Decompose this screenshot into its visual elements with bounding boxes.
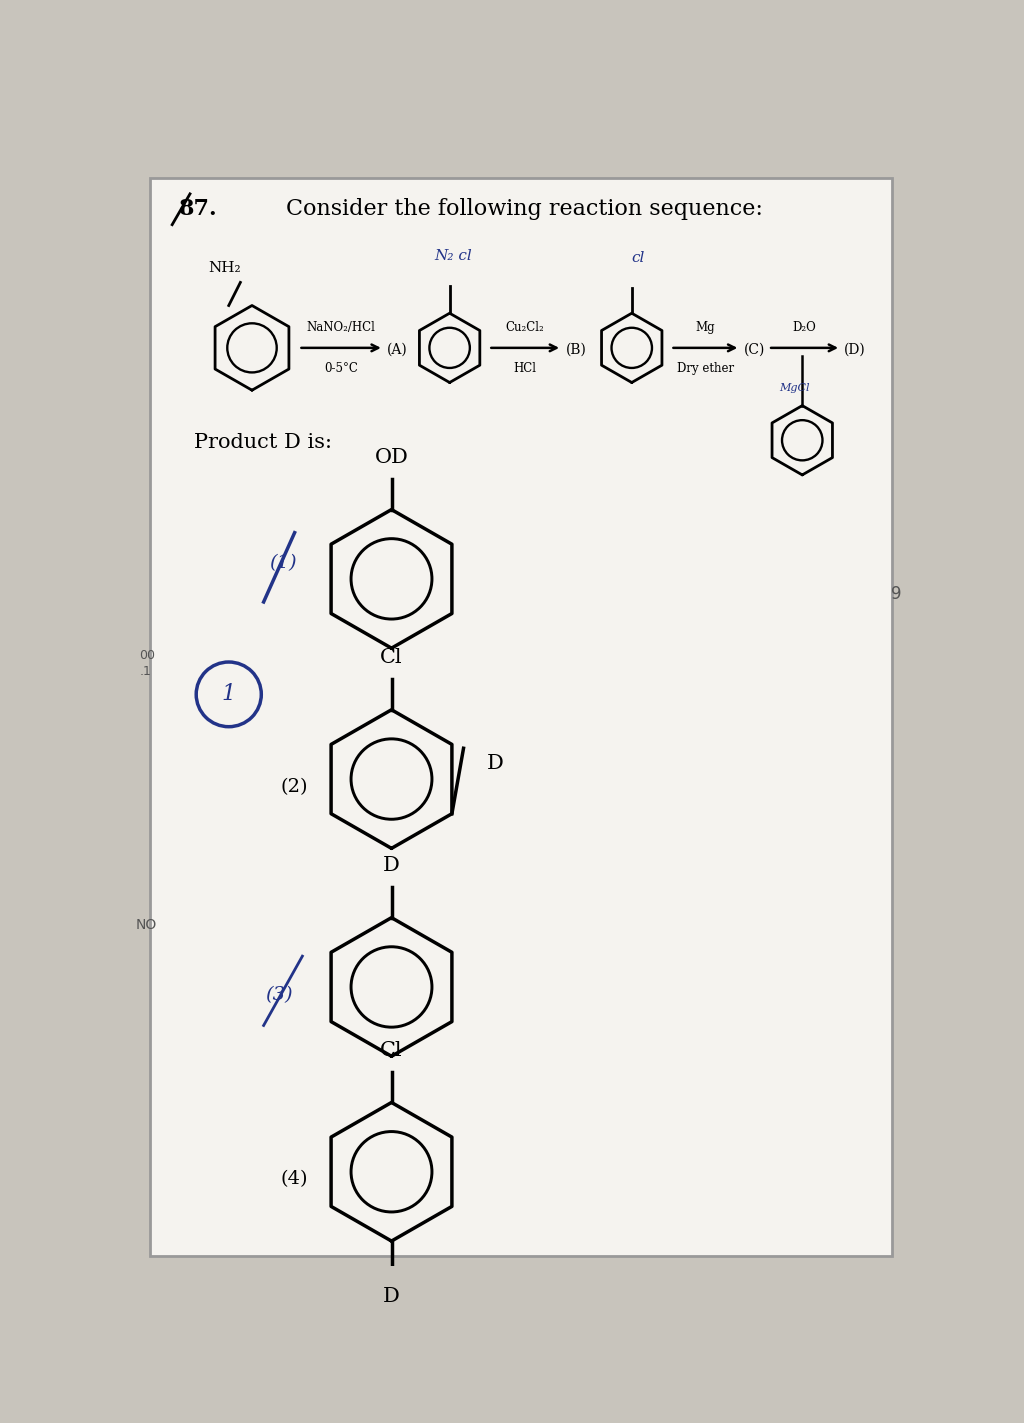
Text: (1): (1): [269, 555, 297, 572]
Text: N₂ cl: N₂ cl: [434, 249, 472, 263]
Text: (C): (C): [743, 343, 765, 357]
Text: cl: cl: [631, 250, 645, 265]
Text: 1: 1: [221, 683, 236, 706]
Text: (3): (3): [265, 986, 293, 1003]
Text: .1: .1: [139, 665, 152, 677]
Text: 87.: 87.: [178, 198, 217, 219]
Text: (B): (B): [565, 343, 587, 357]
Text: D: D: [383, 857, 400, 875]
Text: 9: 9: [891, 585, 901, 603]
Text: Cl: Cl: [380, 649, 402, 667]
Text: NH₂: NH₂: [209, 260, 242, 275]
Text: (4): (4): [281, 1171, 308, 1188]
Text: MgCl: MgCl: [779, 383, 810, 393]
Text: Cu₂Cl₂: Cu₂Cl₂: [506, 322, 545, 334]
Text: (2): (2): [281, 778, 308, 795]
Text: D: D: [383, 1288, 400, 1306]
Text: Dry ether: Dry ether: [677, 361, 734, 374]
Text: 0-5°C: 0-5°C: [325, 361, 358, 374]
Text: Consider the following reaction sequence:: Consider the following reaction sequence…: [287, 198, 763, 219]
Text: D: D: [486, 754, 504, 773]
Text: HCl: HCl: [514, 361, 537, 374]
Text: (D): (D): [844, 343, 866, 357]
Text: (A): (A): [387, 343, 409, 357]
Text: D₂O: D₂O: [793, 322, 816, 334]
FancyBboxPatch shape: [150, 178, 892, 1257]
Text: 00: 00: [139, 649, 156, 662]
Text: OD: OD: [375, 448, 409, 467]
Text: NO: NO: [136, 918, 157, 932]
Text: Product D is:: Product D is:: [194, 433, 332, 451]
Text: NaNO₂/HCl: NaNO₂/HCl: [306, 322, 376, 334]
Text: Mg: Mg: [695, 322, 715, 334]
Text: Cl: Cl: [380, 1042, 402, 1060]
